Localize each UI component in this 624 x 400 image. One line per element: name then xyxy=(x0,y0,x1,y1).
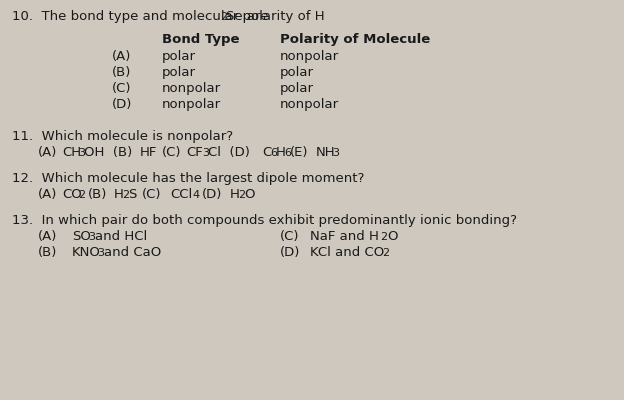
Text: H: H xyxy=(276,146,286,159)
Text: NH: NH xyxy=(316,146,336,159)
Text: (A): (A) xyxy=(38,188,57,201)
Text: Se are: Se are xyxy=(226,10,268,23)
Text: (D): (D) xyxy=(280,246,300,259)
Text: HF: HF xyxy=(140,146,157,159)
Text: H: H xyxy=(230,188,240,201)
Text: nonpolar: nonpolar xyxy=(162,98,221,111)
Text: polar: polar xyxy=(280,66,314,79)
Text: 2: 2 xyxy=(382,248,389,258)
Text: Bond Type: Bond Type xyxy=(162,33,240,46)
Text: (C): (C) xyxy=(162,146,182,159)
Text: (E): (E) xyxy=(290,146,308,159)
Text: CCl: CCl xyxy=(170,188,192,201)
Text: nonpolar: nonpolar xyxy=(280,50,339,63)
Text: NaF and H: NaF and H xyxy=(310,230,379,243)
Text: H: H xyxy=(114,188,124,201)
Text: Cl  (D): Cl (D) xyxy=(208,146,250,159)
Text: (D): (D) xyxy=(202,188,222,201)
Text: (B): (B) xyxy=(38,246,57,259)
Text: (D): (D) xyxy=(112,98,132,111)
Text: (C): (C) xyxy=(142,188,162,201)
Text: 2: 2 xyxy=(220,12,227,22)
Text: (A): (A) xyxy=(112,50,132,63)
Text: OH  (B): OH (B) xyxy=(84,146,132,159)
Text: (B): (B) xyxy=(88,188,107,201)
Text: 12.  Which molecule has the largest dipole moment?: 12. Which molecule has the largest dipol… xyxy=(12,172,364,185)
Text: 3: 3 xyxy=(332,148,339,158)
Text: (B): (B) xyxy=(112,66,132,79)
Text: nonpolar: nonpolar xyxy=(280,98,339,111)
Text: and CaO: and CaO xyxy=(104,246,161,259)
Text: 6: 6 xyxy=(284,148,291,158)
Text: (C): (C) xyxy=(280,230,300,243)
Text: Polarity of Molecule: Polarity of Molecule xyxy=(280,33,431,46)
Text: CH: CH xyxy=(62,146,81,159)
Text: 3: 3 xyxy=(97,248,104,258)
Text: KNO: KNO xyxy=(72,246,101,259)
Text: (A): (A) xyxy=(38,230,57,243)
Text: CF: CF xyxy=(186,146,203,159)
Text: SO: SO xyxy=(72,230,91,243)
Text: 10.  The bond type and molecular polarity of H: 10. The bond type and molecular polarity… xyxy=(12,10,324,23)
Text: C: C xyxy=(262,146,271,159)
Text: KCl and CO: KCl and CO xyxy=(310,246,384,259)
Text: 4: 4 xyxy=(192,190,199,200)
Text: 2: 2 xyxy=(78,190,85,200)
Text: 2: 2 xyxy=(122,190,129,200)
Text: 13.  In which pair do both compounds exhibit predominantly ionic bonding?: 13. In which pair do both compounds exhi… xyxy=(12,214,517,227)
Text: and HCl: and HCl xyxy=(95,230,147,243)
Text: O: O xyxy=(244,188,255,201)
Text: S: S xyxy=(128,188,137,201)
Text: 6: 6 xyxy=(270,148,277,158)
Text: nonpolar: nonpolar xyxy=(162,82,221,95)
Text: (A): (A) xyxy=(38,146,57,159)
Text: polar: polar xyxy=(162,50,196,63)
Text: CO: CO xyxy=(62,188,82,201)
Text: 2: 2 xyxy=(238,190,245,200)
Text: 2: 2 xyxy=(380,232,387,242)
Text: polar: polar xyxy=(280,82,314,95)
Text: 3: 3 xyxy=(78,148,85,158)
Text: O: O xyxy=(387,230,397,243)
Text: (C): (C) xyxy=(112,82,132,95)
Text: 11.  Which molecule is nonpolar?: 11. Which molecule is nonpolar? xyxy=(12,130,233,143)
Text: polar: polar xyxy=(162,66,196,79)
Text: 3: 3 xyxy=(202,148,209,158)
Text: 3: 3 xyxy=(88,232,95,242)
